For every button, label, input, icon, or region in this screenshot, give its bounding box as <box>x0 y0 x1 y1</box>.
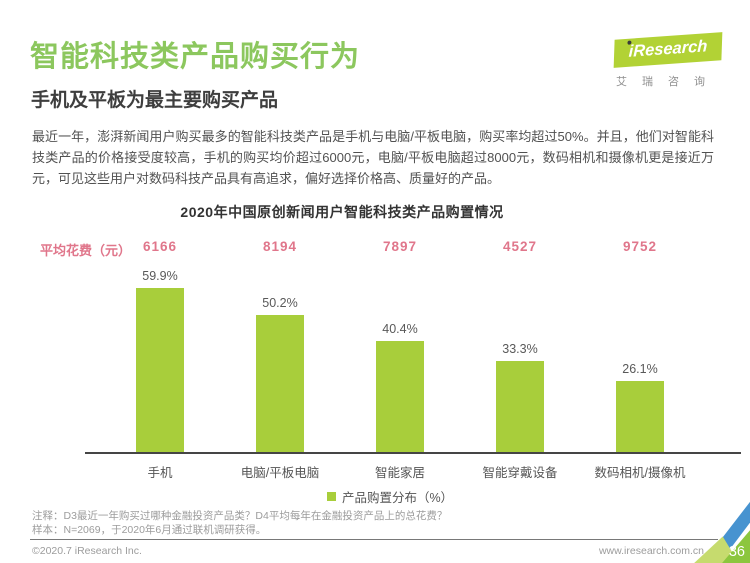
category-label: 手机 <box>147 466 173 480</box>
bar <box>136 287 184 452</box>
average-cost-value: 9752 <box>622 239 658 254</box>
legend-label: 产品购置分布（%） <box>341 491 454 505</box>
bar-value-label: 33.3% <box>502 341 538 356</box>
iresearch-logo: iResearch 艾瑞咨询 <box>613 32 734 89</box>
bar-column: 33.3% <box>460 252 580 452</box>
footnote-line: 注释：D3最近一年购买过哪种金融投资产品类？D4平均每年在金融投资产品上的总花费… <box>32 510 448 522</box>
average-cost-value: 4527 <box>502 239 538 254</box>
bar <box>496 360 544 452</box>
average-cost-value: 8194 <box>262 239 298 254</box>
bar-column: 26.1% <box>580 252 700 452</box>
bar <box>256 314 304 452</box>
chart-legend: 产品购置分布（%） <box>15 487 750 506</box>
bar-column: 40.4% <box>340 252 460 452</box>
footnotes: 注释：D3最近一年购买过哪种金融投资产品类？D4平均每年在金融投资产品上的总花费… <box>32 510 447 537</box>
category-axis: 手机 电脑/平板电脑 智能家居 智能穿戴设备 数码相机/摄像机 <box>100 462 700 481</box>
bar-value-label: 59.9% <box>142 268 178 283</box>
footnote-line: 样本：N=2069，于2020年6月通过联机调研获得。 <box>32 523 267 536</box>
page-number: 36 <box>728 544 745 560</box>
average-cost-value: 7897 <box>382 239 418 254</box>
x-axis-line <box>85 452 741 454</box>
logo-brand-text: iResearch <box>628 37 708 61</box>
average-cost-label: 平均花费（元） <box>40 243 132 258</box>
bar-value-label: 26.1% <box>622 361 658 376</box>
category-label: 智能家居 <box>374 466 425 480</box>
chart-title: 2020年中国原创新闻用户智能科技类产品购置情况 <box>180 204 504 220</box>
legend-swatch-icon <box>326 492 336 501</box>
category-label: 智能穿戴设备 <box>482 466 558 480</box>
bar-value-label: 40.4% <box>382 322 418 337</box>
bar-value-label: 50.2% <box>262 295 298 310</box>
category-label: 数码相机/摄像机 <box>594 466 686 480</box>
iresearch-logo-mark: iResearch <box>613 32 723 68</box>
logo-brand-chinese: 艾瑞咨询 <box>616 76 720 88</box>
bar <box>616 380 664 452</box>
average-cost-value: 6166 <box>142 239 178 254</box>
body-paragraph: 最近一年，澎湃新闻用户购买最多的智能科技类产品是手机与电脑/平板电脑，购买率均超… <box>32 129 714 186</box>
website-text: www.iresearch.com.cn <box>598 545 704 557</box>
bar-chart: 59.9% 50.2% 40.4% 33.3% 26.1% <box>100 252 700 452</box>
bar-column: 50.2% <box>220 252 340 452</box>
average-cost-row: 6166 8194 7897 4527 9752 <box>100 239 700 254</box>
category-label: 电脑/平板电脑 <box>240 466 320 480</box>
bar-column: 59.9% <box>100 252 220 452</box>
corner-decoration: 36 <box>688 500 750 563</box>
bar <box>376 341 424 452</box>
page-title: 智能科技类产品购买行为 <box>30 41 361 73</box>
footer-divider <box>30 539 718 540</box>
copyright-text: ©2020.7 iResearch Inc. <box>32 545 142 557</box>
page-subtitle: 手机及平板为最主要购买产品 <box>31 90 279 111</box>
